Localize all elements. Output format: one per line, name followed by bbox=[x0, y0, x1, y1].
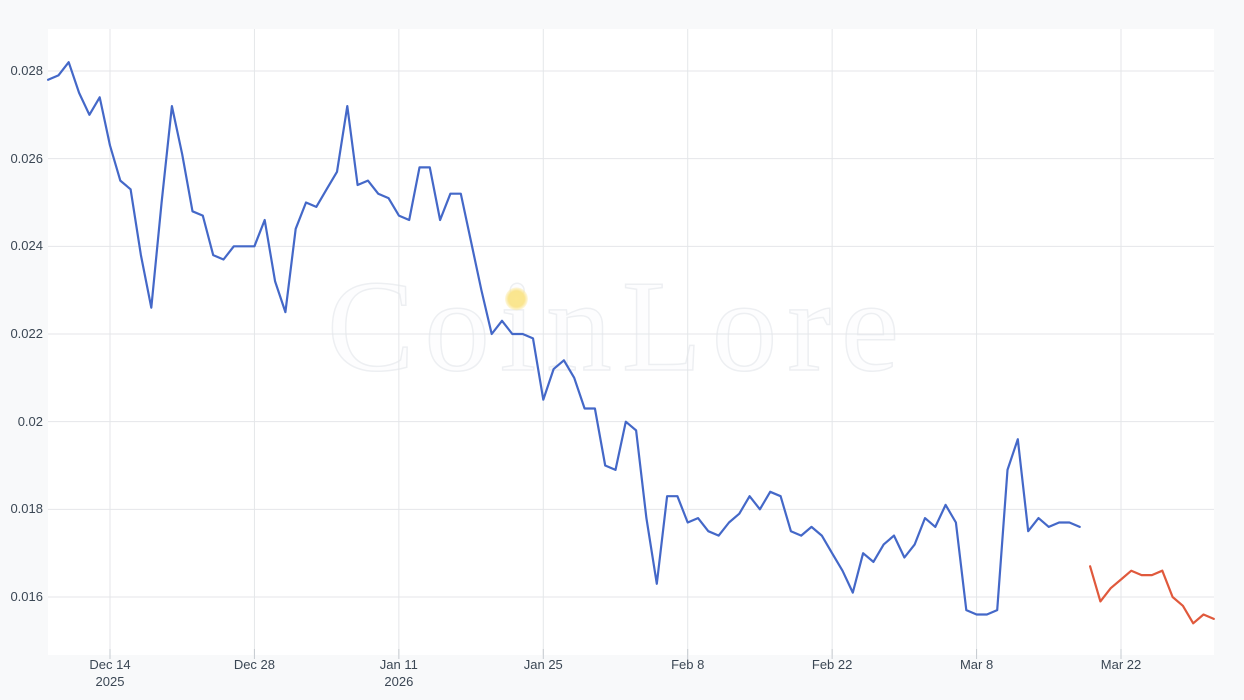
x-axis-year-label: 2025 bbox=[95, 674, 125, 689]
x-axis-label: Feb 8 bbox=[671, 657, 705, 672]
plot-area[interactable] bbox=[48, 29, 1214, 655]
y-axis-label: 0.024 bbox=[10, 238, 43, 254]
x-axis-label: Jan 25 bbox=[523, 657, 563, 672]
x-axis-label: Jan 11 bbox=[379, 657, 418, 672]
x-axis-label: Dec 14 bbox=[89, 657, 131, 672]
x-axis-year-label: 2026 bbox=[384, 674, 414, 689]
y-axis-label: 0.018 bbox=[10, 501, 43, 517]
y-axis-label: 0.026 bbox=[10, 150, 43, 166]
highlight-dot bbox=[504, 287, 528, 311]
y-axis-label: 0.016 bbox=[10, 588, 43, 604]
x-axis-label: Mar 22 bbox=[1100, 657, 1142, 672]
y-axis-label: 0.022 bbox=[10, 325, 43, 341]
x-axis-label: Dec 28 bbox=[233, 657, 276, 672]
forecast-price-line bbox=[1088, 565, 1215, 625]
historical-price-line bbox=[46, 61, 1081, 616]
y-axis-label: 0.02 bbox=[17, 413, 43, 429]
x-axis-label: Mar 8 bbox=[959, 657, 994, 672]
x-axis-label: Feb 22 bbox=[811, 657, 853, 672]
y-axis-label: 0.028 bbox=[10, 63, 43, 78]
